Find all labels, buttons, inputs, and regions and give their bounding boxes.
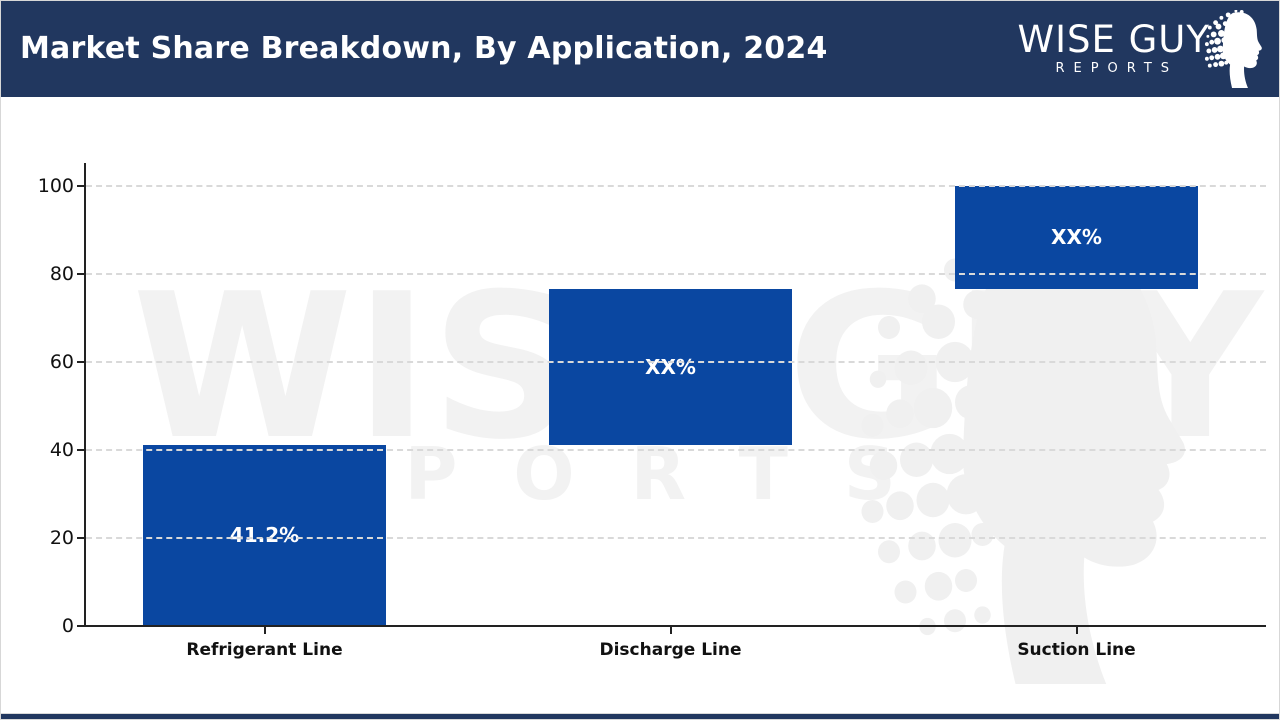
y-tick-mark-60: [77, 361, 85, 363]
watermark-dotted-face: [861, 224, 1185, 684]
footer-bar: [0, 713, 1280, 720]
x-axis-line: [84, 625, 1266, 627]
y-tick-label-100: 100: [37, 175, 74, 197]
gridline-40: [86, 449, 1266, 451]
x-tick-mark-0: [263, 627, 266, 634]
header-bar: Market Share Breakdown, By Application, …: [0, 0, 1280, 97]
page-title: Market Share Breakdown, By Application, …: [20, 31, 828, 66]
y-tick-mark-20: [77, 537, 85, 539]
y-axis-line: [84, 163, 86, 627]
gridline-80: [86, 273, 1266, 275]
y-tick-mark-100: [77, 185, 85, 187]
gridline-100: [86, 185, 1266, 187]
bar-discharge-line: XX%: [549, 288, 792, 445]
x-category-label: Discharge Line: [599, 640, 742, 660]
gridline-20: [86, 537, 1266, 539]
logo-wiseguy-label: WISE GUY: [1017, 18, 1210, 62]
logo-reports-label: REPORTS: [1055, 60, 1179, 76]
bar-value-label: XX%: [1051, 225, 1102, 250]
gridline-60: [86, 361, 1266, 363]
y-tick-label-0: 0: [61, 615, 74, 637]
wise-guy-reports-logo: WISE GUY REPORTS: [1017, 9, 1262, 88]
bar-value-label: 41.2%: [229, 523, 300, 548]
logo-text: WISE GUY REPORTS: [1017, 18, 1210, 76]
y-tick-label-40: 40: [49, 439, 74, 461]
x-category-label: Refrigerant Line: [186, 640, 343, 660]
x-category-label: Suction Line: [1017, 640, 1136, 660]
bar-value-label: XX%: [645, 354, 696, 379]
y-tick-label-60: 60: [49, 351, 74, 373]
x-tick-mark-1: [669, 627, 672, 634]
x-tick-mark-2: [1075, 627, 1078, 634]
y-tick-label-80: 80: [49, 263, 74, 285]
y-tick-label-20: 20: [49, 527, 74, 549]
y-tick-mark-80: [77, 273, 85, 275]
y-tick-mark-40: [77, 449, 85, 451]
logo-dotted-face-icon: [1204, 9, 1262, 88]
y-tick-mark-0: [77, 625, 85, 627]
bar-refrigerant-line: 41.2%: [143, 444, 386, 626]
